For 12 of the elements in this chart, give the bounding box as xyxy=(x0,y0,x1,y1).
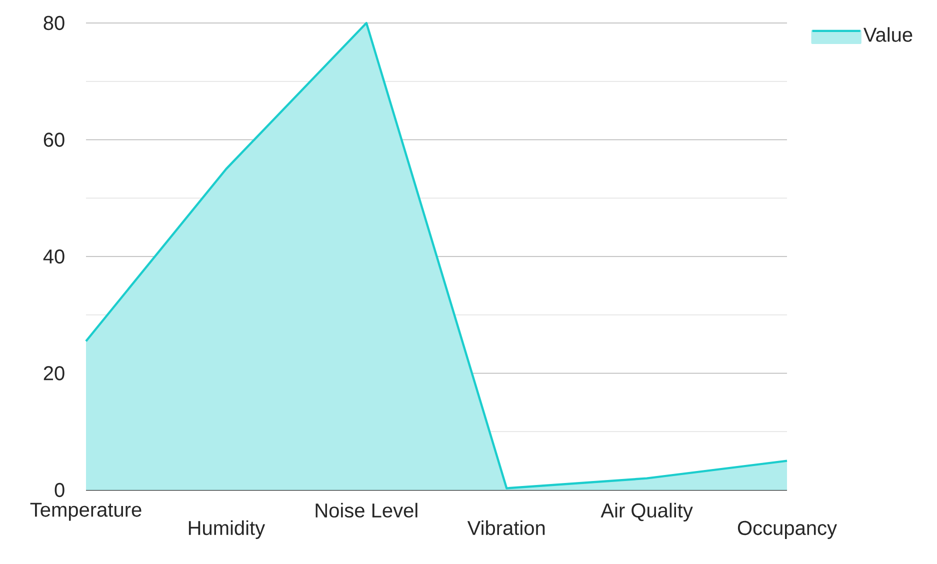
y-tick-label: 60 xyxy=(44,132,64,147)
y-tick-label: 0 xyxy=(54,482,64,498)
x-tick-label: Temperature xyxy=(30,502,142,521)
x-tick-label: Air Quality xyxy=(600,502,693,522)
y-tick-label: 40 xyxy=(43,249,64,264)
x-tick-label: Noise Level xyxy=(316,502,418,518)
x-tick-label: Humidity xyxy=(188,520,266,540)
x-tick-label: Vibration xyxy=(467,520,545,536)
y-tick-label: 80 xyxy=(44,16,64,30)
x-tick-label: Occupancy xyxy=(738,520,837,540)
legend-label: Value xyxy=(864,27,912,42)
y-tick-label: 20 xyxy=(44,366,64,380)
